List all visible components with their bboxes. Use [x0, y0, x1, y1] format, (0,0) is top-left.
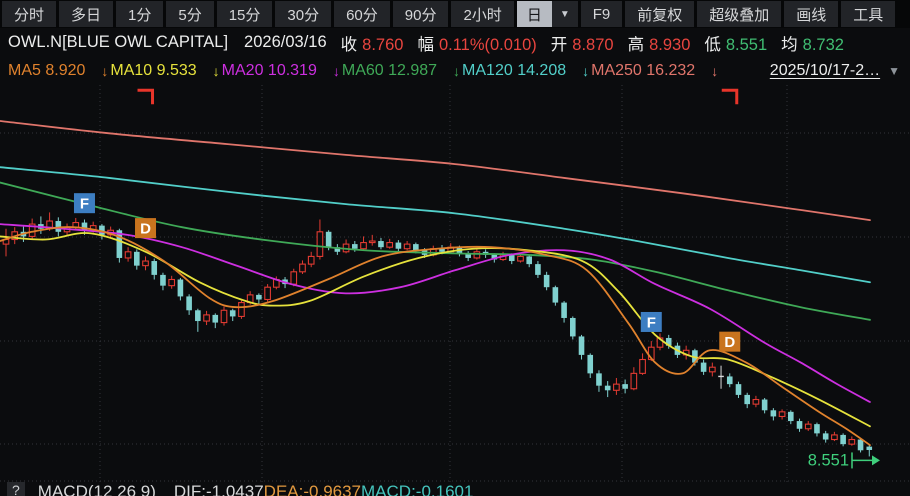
tab-f9[interactable]: F9: [580, 1, 623, 27]
down-arrow-icon: ↓: [711, 63, 719, 79]
macd-bar: ? MACD(12 26 9) DIF:-1.0437 DEA:-0.9637 MAC…: [0, 482, 910, 496]
tab-multi-day[interactable]: 多日: [59, 1, 114, 27]
candles: [2, 212, 873, 457]
ma-line-ma10: [0, 232, 871, 428]
chevron-down-icon[interactable]: ▼: [888, 64, 900, 78]
down-arrow-icon: ↓: [212, 63, 220, 79]
flag-f-marker[interactable]: F: [640, 311, 662, 332]
tab-forward-adjust[interactable]: 前复权: [625, 1, 695, 27]
down-arrow-icon: ↓: [101, 63, 109, 79]
tab-90min[interactable]: 90分: [392, 1, 449, 27]
chevron-down-icon[interactable]: ▼: [551, 1, 578, 27]
quote-field-幅: 幅 0.11%(0.010): [417, 35, 537, 54]
macd-field: MACD:-0.1601: [361, 482, 474, 496]
symbol-title: OWL.N[BLUE OWL CAPITAL]: [8, 33, 229, 51]
selected-period-label: 日: [516, 1, 552, 27]
ma-value-ma250: MA250 16.232: [591, 62, 696, 79]
macd-field: DIF:-1.0437: [173, 482, 264, 496]
svg-text:F: F: [647, 314, 656, 331]
ma-line-ma20: [0, 223, 871, 403]
candlestick-chart[interactable]: F D F D 8.551: [0, 85, 910, 482]
quote-bar: OWL.N[BLUE OWL CAPITAL] 2026/03/16 收 8.76…: [0, 28, 910, 57]
gridlines: [0, 85, 910, 482]
ma-line-ma250: [0, 120, 871, 222]
period-selector-daily[interactable]: 日 ▼: [516, 1, 578, 27]
low-price-annotation: 8.551: [808, 451, 880, 469]
ma-indicator-bar: MA5 8.920 ↓ MA10 9.533 ↓ MA20 10.319 ↓ MA60 12…: [0, 57, 910, 85]
corner-mark-icon: [137, 88, 155, 105]
svg-text:D: D: [724, 334, 735, 351]
down-arrow-icon: ↓: [582, 63, 590, 79]
ma-value-ma5: MA5 8.920: [8, 62, 86, 79]
macd-field: DEA:-0.9637: [263, 482, 362, 496]
flag-d-marker[interactable]: D: [719, 331, 741, 352]
tab-tools[interactable]: 工具: [841, 1, 896, 27]
ma-line-ma60: [0, 181, 871, 321]
tab-super-overlay[interactable]: 超级叠加: [697, 1, 782, 27]
chart-canvas[interactable]: F D F D 8.551: [0, 85, 910, 482]
ma-line-ma5: [0, 226, 871, 446]
tab-draw-line[interactable]: 画线: [784, 1, 839, 27]
quote-field-低: 低 8.551: [704, 35, 768, 54]
svg-text:8.551: 8.551: [808, 451, 849, 469]
quote-date: 2026/03/16: [244, 33, 327, 51]
svg-text:F: F: [80, 196, 89, 213]
ma-line-ma120: [0, 166, 871, 284]
quote-field-高: 高 8.930: [627, 35, 691, 54]
tab-15min[interactable]: 15分: [216, 1, 273, 27]
tab-60min[interactable]: 60分: [334, 1, 390, 27]
down-arrow-icon: ↓: [332, 63, 340, 79]
ma-value-ma120: MA120 14.208: [462, 62, 567, 79]
tab-time-share[interactable]: 分时: [2, 1, 57, 27]
tab-1min[interactable]: 1分: [116, 1, 164, 27]
date-range-selector[interactable]: 2025/10/17-2…: [769, 62, 881, 79]
down-arrow-icon: ↓: [453, 63, 461, 79]
period-toolbar: 分时 多日 1分 5分 15分 30分 60分 90分 2小时日 ▼ F9 前复权 超级叠加 画线 工具: [0, 0, 910, 28]
ma-value-ma20: MA20 10.319: [221, 62, 317, 79]
help-icon[interactable]: ?: [7, 482, 25, 496]
quote-field-均: 均 8.732: [781, 35, 844, 54]
macd-field: MACD(12 26 9): [37, 482, 156, 496]
flag-f-marker[interactable]: F: [73, 193, 95, 214]
ma-value-ma60: MA60 12.987: [341, 62, 438, 79]
tab-2hour[interactable]: 2小时: [451, 1, 514, 27]
ma-value-ma10: MA10 9.533: [110, 62, 197, 79]
tab-30min[interactable]: 30分: [275, 1, 332, 27]
corner-mark-icon: [721, 88, 739, 105]
quote-field-收: 收 8.760: [340, 35, 404, 54]
svg-text:D: D: [140, 221, 151, 238]
tab-5min[interactable]: 5分: [166, 1, 214, 27]
flag-d-marker[interactable]: D: [135, 218, 157, 239]
quote-field-开: 开 8.870: [550, 35, 614, 54]
